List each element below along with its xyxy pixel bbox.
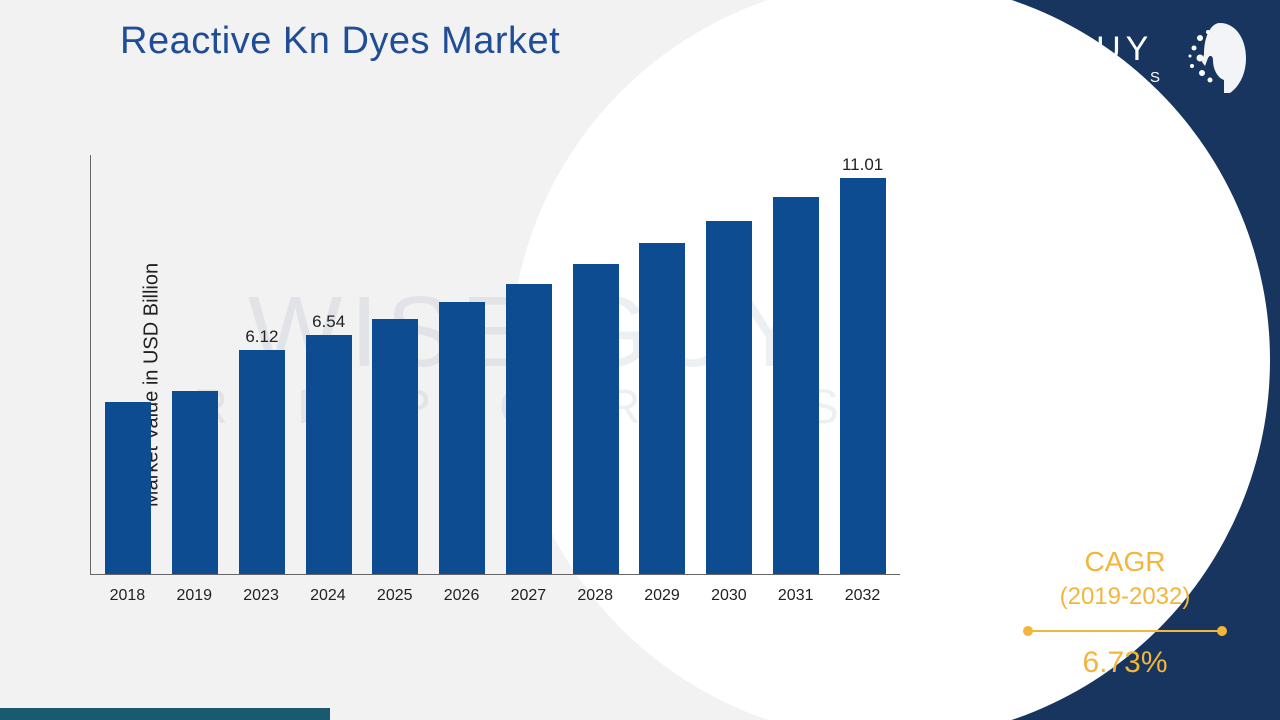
bar-group [629, 155, 696, 574]
x-tick-label: 2023 [228, 579, 295, 615]
bar-group [95, 155, 162, 574]
cagr-value: 6.73% [1000, 646, 1250, 680]
bar [439, 302, 485, 574]
bar [706, 221, 752, 574]
page-root: WISE GUY R E P O R T S Reactive Kn Dyes … [0, 0, 1280, 720]
x-tick-label: 2028 [562, 579, 629, 615]
x-tick-label: 2018 [94, 579, 161, 615]
bar-chart: Market Value in USD Billion 6.126.5411.0… [80, 155, 900, 615]
bar-value-label: 11.01 [842, 155, 883, 173]
bar [239, 350, 285, 574]
bar-group [362, 155, 429, 574]
bar-group: 6.54 [295, 155, 362, 574]
x-tick-label: 2029 [629, 579, 696, 615]
x-tick-label: 2031 [762, 579, 829, 615]
x-axis-labels: 2018201920232024202520262027202820292030… [90, 579, 900, 615]
logo-line1: WISE GUY [943, 32, 1170, 66]
bar [105, 402, 151, 574]
x-tick-label: 2019 [161, 579, 228, 615]
bar-group [696, 155, 763, 574]
x-tick-label: 2032 [829, 579, 896, 615]
bar-value-label: 6.54 [312, 312, 345, 330]
bar-group [162, 155, 229, 574]
x-tick-label: 2025 [361, 579, 428, 615]
bar [306, 335, 352, 574]
bar-group [562, 155, 629, 574]
cagr-block: CAGR (2019-2032) 6.73% [1000, 544, 1250, 680]
logo-line2: R E P O R T S [943, 70, 1170, 85]
bar [573, 264, 619, 574]
cagr-label: CAGR [1000, 544, 1250, 580]
bar-group: 6.12 [229, 155, 296, 574]
plot-area: 6.12 6.54 11.01 [90, 155, 900, 575]
brand-logo: WISE GUY R E P O R T S [943, 18, 1250, 98]
cagr-range: (2019-2032) [1000, 581, 1250, 612]
bar-group [496, 155, 563, 574]
bar-group: 11.01 [829, 155, 896, 574]
x-tick-label: 2027 [495, 579, 562, 615]
x-tick-label: 2026 [428, 579, 495, 615]
bar [773, 197, 819, 574]
bars-container: 6.12 6.54 11.01 [91, 155, 900, 574]
x-tick-label: 2030 [695, 579, 762, 615]
chart-title: Reactive Kn Dyes Market [120, 20, 560, 63]
bar-value-label: 6.12 [245, 327, 278, 345]
bar-group [429, 155, 496, 574]
cagr-divider [1025, 630, 1225, 632]
bar [506, 284, 552, 574]
bar [840, 178, 886, 574]
bar [172, 391, 218, 574]
bar-group [763, 155, 830, 574]
bar [639, 243, 685, 574]
bottom-accent-stripe [0, 708, 330, 720]
x-tick-label: 2024 [294, 579, 361, 615]
logo-head-icon [1180, 18, 1250, 98]
bar [372, 319, 418, 574]
